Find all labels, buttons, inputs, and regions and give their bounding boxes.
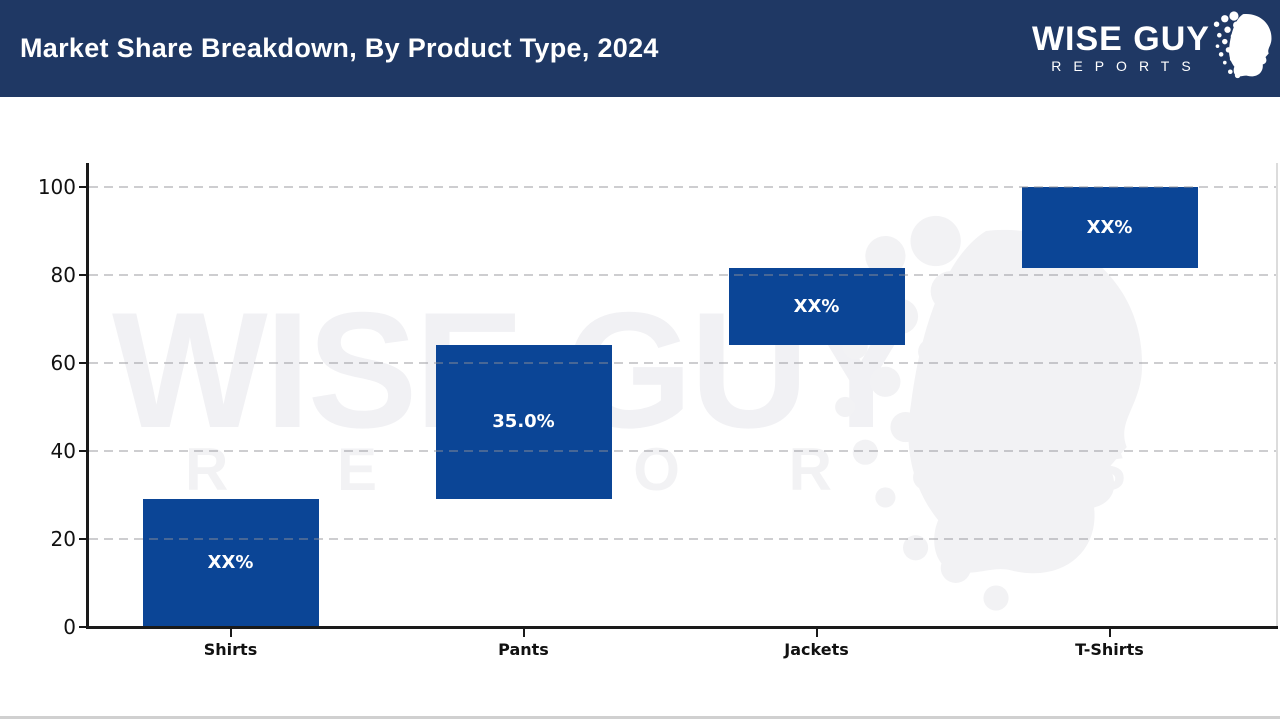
x-tick-mark <box>1108 628 1111 637</box>
logo-wordmark: WISE GUY <box>1031 20 1210 58</box>
watermark-head-icon <box>825 215 1143 611</box>
footer-divider <box>0 716 1280 719</box>
y-tick-label: 0 <box>63 615 76 639</box>
waterfall-bar-shirts <box>142 499 319 627</box>
bar-value-label: XX% <box>793 295 840 317</box>
gridline-y-100 <box>89 186 1276 188</box>
waterfall-bar-pants <box>435 345 612 500</box>
y-tick-label: 40 <box>50 439 76 463</box>
y-tick-mark <box>79 186 87 188</box>
gridline-y-20 <box>89 538 1276 540</box>
bar-value-label: XX% <box>1086 216 1133 238</box>
y-tick-label: 100 <box>37 175 76 199</box>
logo-subtext: REPORTS <box>1051 58 1203 74</box>
right-spine-line <box>1276 163 1278 627</box>
x-tick-label: Jackets <box>784 640 849 659</box>
x-tick-label: Shirts <box>203 640 258 659</box>
waterfall-bar-jackets <box>728 268 905 346</box>
header-bar: Market Share Breakdown, By Product Type,… <box>0 0 1280 97</box>
bar-value-label: 35.0% <box>492 411 555 433</box>
x-tick-label: T-Shirts <box>1075 640 1144 659</box>
logo-text: WISE GUY REPORTS <box>1032 21 1210 75</box>
x-tick-mark <box>815 628 818 637</box>
y-tick-mark <box>79 274 87 276</box>
logo-head-icon <box>1213 11 1272 79</box>
page-title: Market Share Breakdown, By Product Type,… <box>20 33 659 63</box>
x-axis-line <box>86 626 1278 629</box>
y-tick-label: 20 <box>50 527 76 551</box>
x-tick-label: Pants <box>498 640 549 659</box>
y-tick-mark <box>79 450 87 452</box>
y-axis-line <box>86 163 89 629</box>
y-tick-mark <box>79 626 87 628</box>
gridline-y-60 <box>89 362 1276 364</box>
gridline-y-40 <box>89 450 1276 452</box>
waterfall-bar-t-shirts <box>1021 187 1198 269</box>
x-tick-mark <box>522 628 525 637</box>
y-tick-label: 60 <box>50 351 76 375</box>
x-tick-mark <box>229 628 232 637</box>
gridline-y-80 <box>89 274 1276 276</box>
y-tick-label: 80 <box>50 263 76 287</box>
bar-value-label: XX% <box>207 552 254 574</box>
brand-logo: WISE GUY REPORTS <box>1032 9 1276 87</box>
y-tick-mark <box>79 538 87 540</box>
y-tick-mark <box>79 362 87 364</box>
